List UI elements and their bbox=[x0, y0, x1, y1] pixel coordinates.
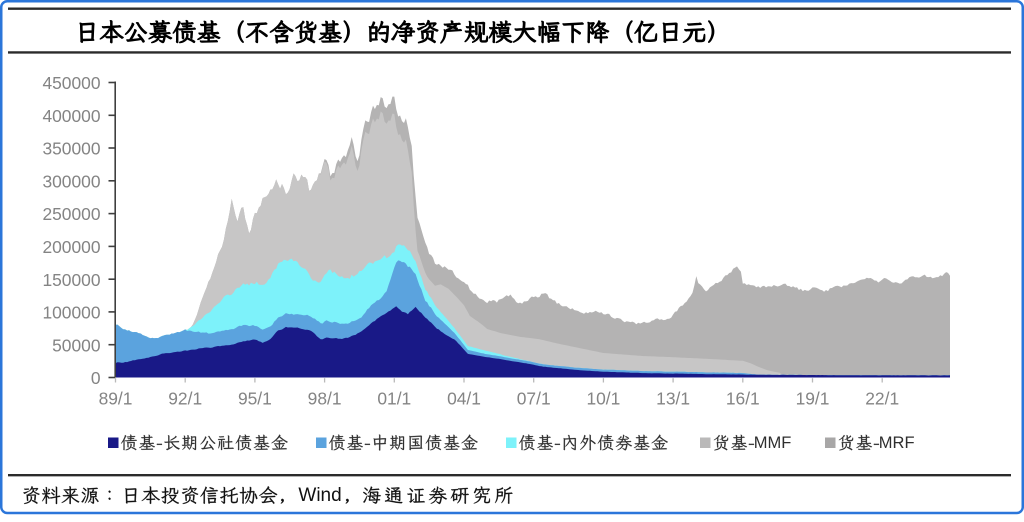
svg-text:13/1: 13/1 bbox=[656, 389, 690, 409]
svg-text:01/1: 01/1 bbox=[377, 389, 411, 409]
svg-text:200000: 200000 bbox=[42, 237, 100, 257]
svg-text:19/1: 19/1 bbox=[796, 389, 830, 409]
svg-text:250000: 250000 bbox=[42, 204, 100, 224]
svg-text:89/1: 89/1 bbox=[99, 389, 133, 409]
svg-text:95/1: 95/1 bbox=[238, 389, 272, 409]
svg-text:0: 0 bbox=[91, 368, 101, 388]
svg-text:100000: 100000 bbox=[42, 303, 100, 323]
svg-text:22/1: 22/1 bbox=[865, 389, 899, 409]
svg-text:10/1: 10/1 bbox=[586, 389, 620, 409]
svg-text:450000: 450000 bbox=[42, 73, 100, 93]
svg-text:350000: 350000 bbox=[42, 139, 100, 159]
svg-text:Wind: Wind bbox=[298, 485, 341, 506]
svg-text:04/1: 04/1 bbox=[447, 389, 481, 409]
svg-text:92/1: 92/1 bbox=[168, 389, 202, 409]
svg-text:07/1: 07/1 bbox=[517, 389, 551, 409]
svg-text:MMF: MMF bbox=[754, 434, 792, 452]
svg-text:400000: 400000 bbox=[42, 106, 100, 126]
svg-text:16/1: 16/1 bbox=[726, 389, 760, 409]
svg-text:300000: 300000 bbox=[42, 171, 100, 191]
svg-text:150000: 150000 bbox=[42, 270, 100, 290]
svg-text:50000: 50000 bbox=[52, 335, 100, 355]
svg-text:98/1: 98/1 bbox=[308, 389, 342, 409]
svg-text:MRF: MRF bbox=[879, 434, 915, 452]
